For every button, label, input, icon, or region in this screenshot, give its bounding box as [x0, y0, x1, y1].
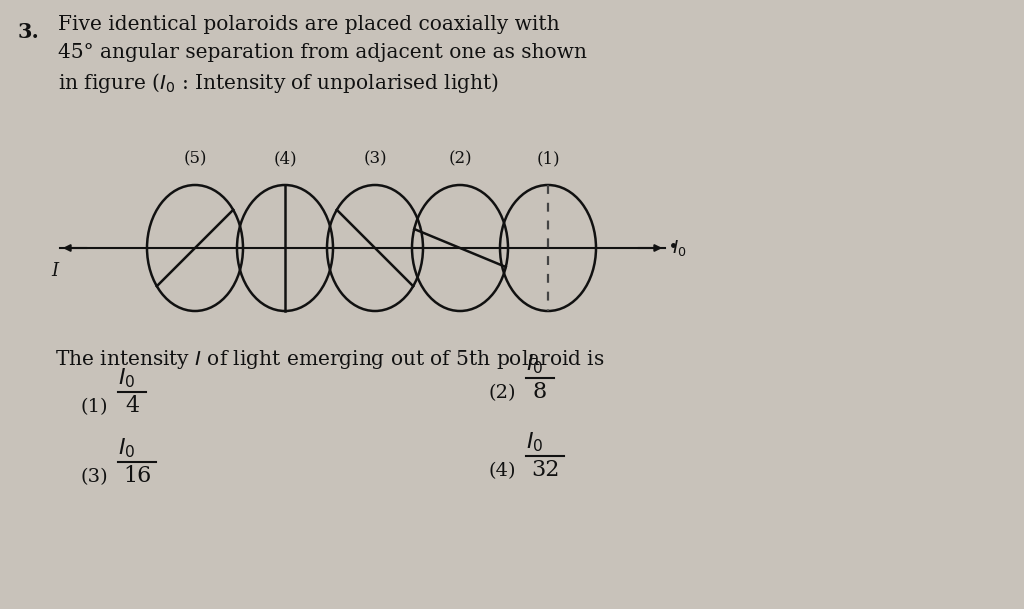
- Text: 8: 8: [532, 381, 547, 403]
- Text: (3): (3): [80, 468, 108, 486]
- Text: (3): (3): [364, 150, 387, 167]
- Text: 3.: 3.: [18, 22, 40, 42]
- Text: (5): (5): [183, 150, 207, 167]
- Text: 4: 4: [125, 395, 139, 417]
- Text: (4): (4): [488, 462, 515, 480]
- Text: $I_0$: $I_0$: [672, 238, 686, 258]
- Text: The intensity $I$ of light emerging out of 5th polaroid is: The intensity $I$ of light emerging out …: [55, 348, 604, 371]
- Text: Five identical polaroids are placed coaxially with: Five identical polaroids are placed coax…: [58, 15, 560, 34]
- Text: (4): (4): [273, 150, 297, 167]
- Text: (2): (2): [488, 384, 515, 402]
- Text: $I_0$: $I_0$: [118, 367, 135, 390]
- Text: 16: 16: [123, 465, 152, 487]
- Text: (1): (1): [80, 398, 108, 416]
- Text: (2): (2): [449, 150, 472, 167]
- Text: $I_0$: $I_0$: [118, 437, 135, 460]
- Text: in figure ($I_0$ : Intensity of unpolarised light): in figure ($I_0$ : Intensity of unpolari…: [58, 71, 499, 95]
- Text: $I_0$: $I_0$: [526, 353, 544, 376]
- Text: 32: 32: [530, 459, 559, 481]
- Text: (1): (1): [537, 150, 560, 167]
- Text: $I_0$: $I_0$: [526, 431, 544, 454]
- Text: 45° angular separation from adjacent one as shown: 45° angular separation from adjacent one…: [58, 43, 587, 62]
- Text: I: I: [51, 262, 58, 280]
